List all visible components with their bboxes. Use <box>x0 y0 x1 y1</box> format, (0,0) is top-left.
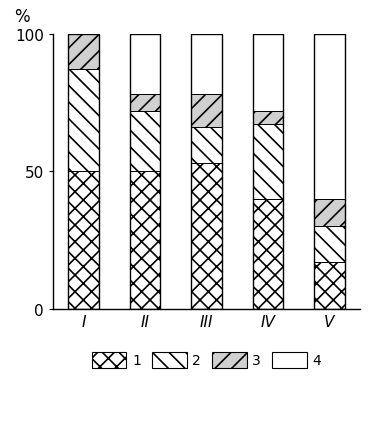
Bar <box>68 34 99 309</box>
Bar <box>314 34 345 199</box>
Bar <box>68 172 99 309</box>
Legend: 1, 2, 3, 4: 1, 2, 3, 4 <box>86 346 327 373</box>
Bar <box>130 34 160 95</box>
Bar <box>191 128 222 164</box>
Bar <box>252 34 283 309</box>
Bar <box>314 263 345 309</box>
Bar <box>191 95 222 128</box>
Bar <box>314 227 345 263</box>
Bar <box>252 112 283 125</box>
Bar <box>252 199 283 309</box>
Bar <box>191 164 222 309</box>
Bar <box>252 125 283 199</box>
Bar <box>68 70 99 172</box>
Bar <box>314 34 345 309</box>
Bar <box>130 112 160 172</box>
Bar <box>130 34 160 309</box>
Bar <box>252 34 283 112</box>
Bar <box>130 95 160 112</box>
Bar <box>314 199 345 227</box>
Bar <box>191 34 222 309</box>
Bar <box>130 172 160 309</box>
Bar <box>68 34 99 70</box>
Bar <box>191 34 222 95</box>
Y-axis label: %: % <box>14 8 30 26</box>
